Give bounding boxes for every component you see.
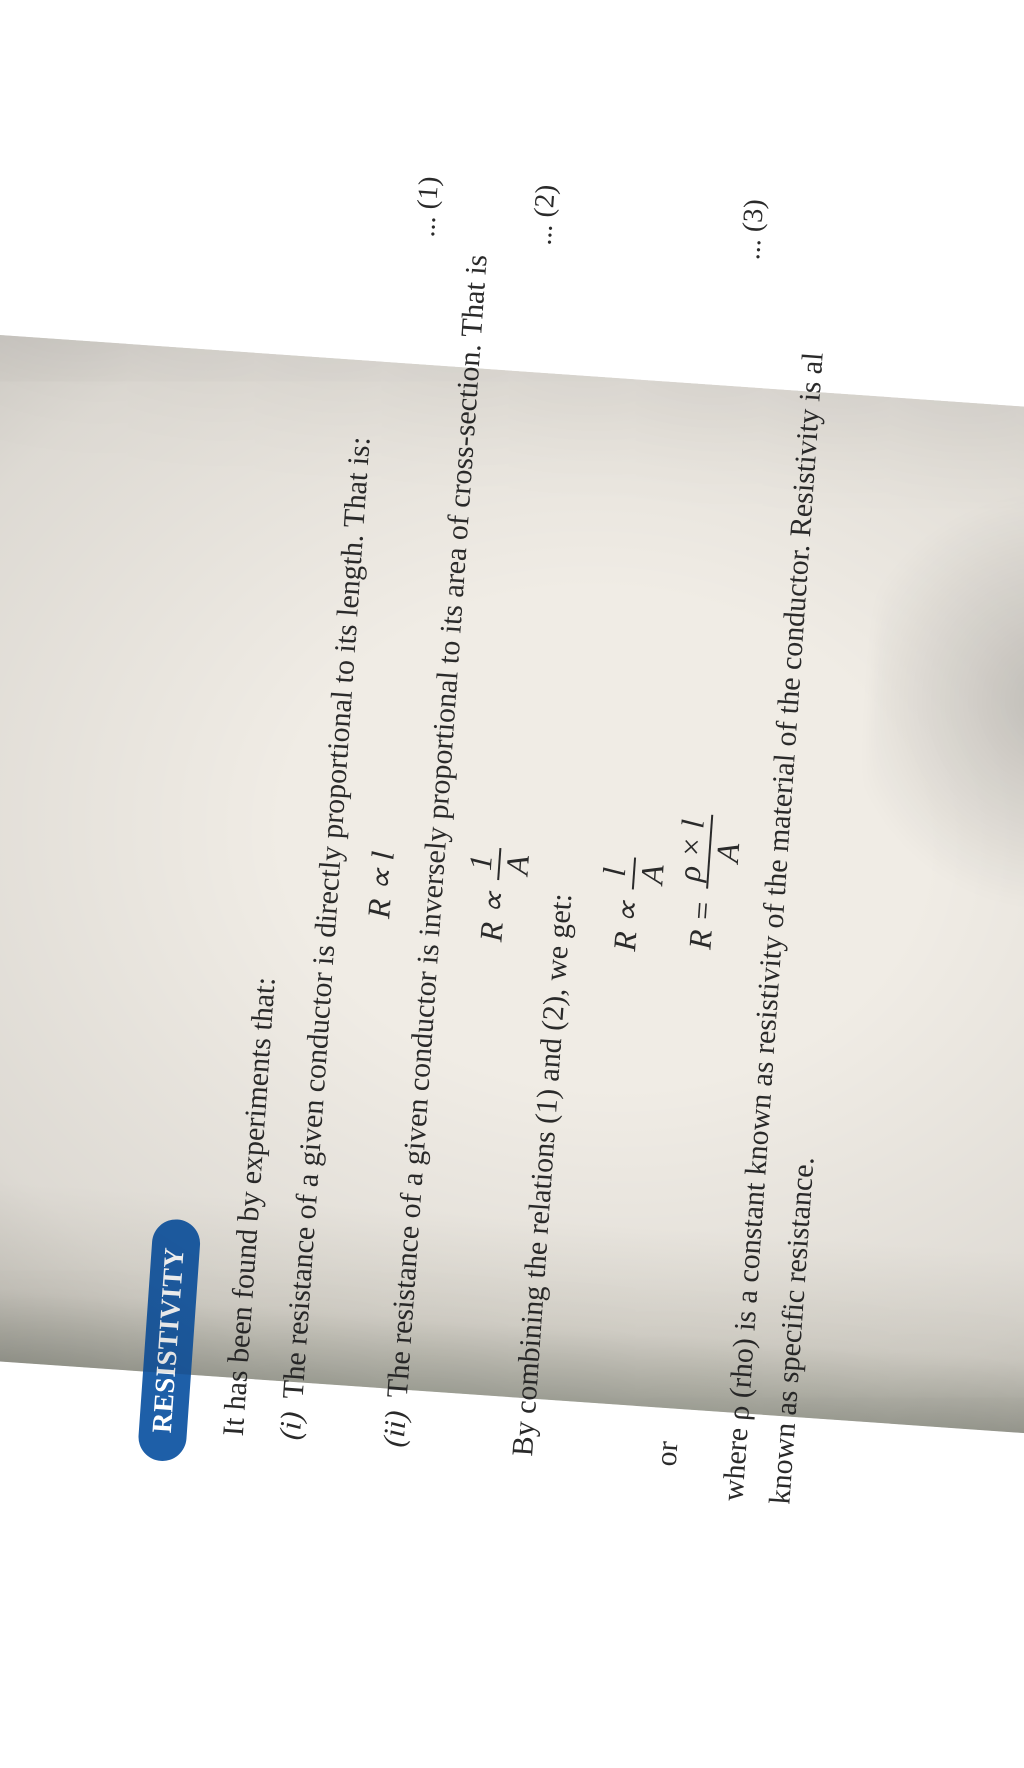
eq-rel: ∝	[474, 890, 512, 915]
eq-lhs: R	[681, 928, 718, 950]
equation-label: ... (2)	[522, 164, 564, 306]
eq-rel: ∝	[362, 867, 400, 892]
fraction-numerator: l	[596, 855, 635, 889]
page-content: RESISTIVITY It has been found by experim…	[83, 60, 941, 1708]
item-number: (i)	[273, 1410, 308, 1441]
fraction: l A	[596, 855, 670, 892]
page: RESISTIVITY It has been found by experim…	[0, 312, 1024, 1457]
or-label: or	[650, 1440, 686, 1467]
closing-text-2: known as specific resistance.	[763, 1156, 820, 1506]
eq-rel: =	[683, 899, 720, 923]
fraction-denominator: A	[708, 815, 748, 891]
section-heading-badge: RESISTIVITY	[137, 1218, 202, 1463]
equation-label: ... (3)	[731, 178, 773, 320]
fraction-numerator: ρ × l	[671, 812, 713, 888]
fraction: 1 A	[462, 846, 536, 883]
fraction-numerator: 1	[462, 846, 501, 880]
item-number: (ii)	[377, 1409, 412, 1448]
eq-lhs: R	[360, 898, 397, 920]
eq-rhs: l	[364, 850, 401, 861]
equation-label: ... (1)	[406, 155, 448, 297]
eq-lhs: R	[472, 921, 509, 943]
fraction: ρ × l A	[671, 812, 748, 891]
equation-label	[673, 174, 683, 314]
eq-lhs: R	[606, 930, 643, 952]
eq-rel: ∝	[608, 899, 646, 924]
fraction-denominator: A	[633, 858, 670, 892]
fraction-denominator: A	[499, 848, 536, 882]
